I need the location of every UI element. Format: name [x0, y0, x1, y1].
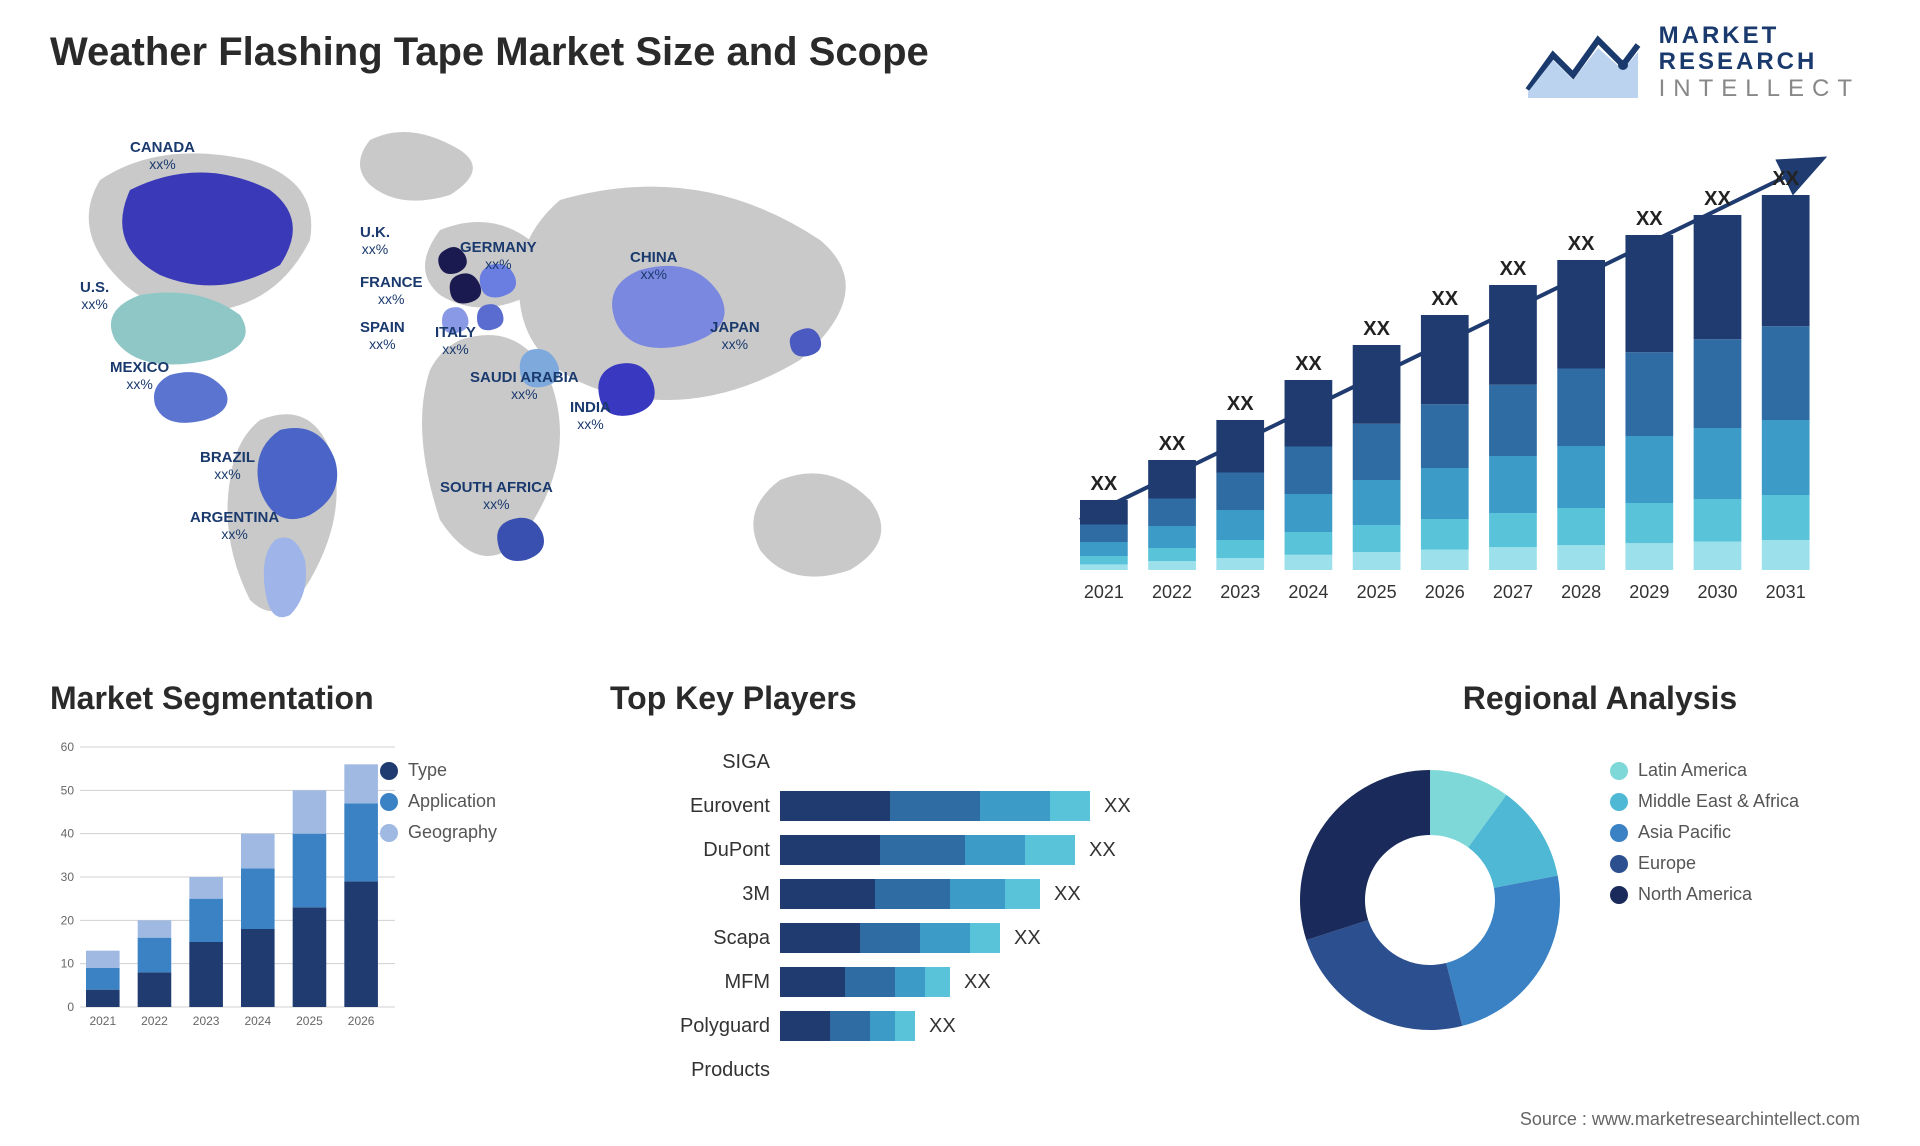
- map-label: CANADAxx%: [130, 140, 195, 172]
- svg-text:10: 10: [61, 957, 75, 971]
- svg-text:2024: 2024: [1288, 582, 1328, 602]
- svg-text:XX: XX: [1636, 208, 1663, 230]
- map-label: CHINAxx%: [630, 250, 678, 282]
- svg-text:2023: 2023: [193, 1014, 220, 1028]
- player-value: XX: [1089, 839, 1116, 862]
- world-map: CANADAxx% U.S.xx% MEXICOxx% BRAZILxx% ARGENT…: [40, 120, 940, 640]
- player-name: Polyguard Products: [610, 1004, 770, 1048]
- player-bar-row: XX: [780, 784, 1200, 828]
- player-bar-row: [780, 740, 1200, 784]
- legend-item: North America: [1610, 884, 1870, 905]
- regional-legend: Latin America Middle East & Africa Asia Pa…: [1610, 750, 1870, 915]
- svg-text:2026: 2026: [1425, 582, 1465, 602]
- player-value: XX: [964, 971, 991, 994]
- map-label: U.K.xx%: [360, 225, 390, 257]
- key-players-title: Top Key Players: [610, 680, 1290, 717]
- map-label: ITALYxx%: [435, 325, 476, 357]
- map-label: U.S.xx%: [80, 280, 109, 312]
- regional-title: Regional Analysis: [1320, 680, 1880, 717]
- svg-text:2029: 2029: [1629, 582, 1669, 602]
- svg-text:50: 50: [61, 783, 75, 797]
- player-value: XX: [929, 1015, 956, 1038]
- legend-item: Asia Pacific: [1610, 822, 1870, 843]
- map-label: MEXICOxx%: [110, 360, 169, 392]
- svg-text:2025: 2025: [296, 1014, 323, 1028]
- player-bar-row: XX: [780, 916, 1200, 960]
- page-title: Weather Flashing Tape Market Size and Sc…: [50, 30, 929, 75]
- svg-text:XX: XX: [1568, 233, 1595, 255]
- segmentation-title: Market Segmentation: [50, 680, 610, 717]
- legend-item: Middle East & Africa: [1610, 791, 1870, 812]
- player-bar-row: XX: [780, 960, 1200, 1004]
- svg-text:2022: 2022: [1152, 582, 1192, 602]
- svg-text:2028: 2028: [1561, 582, 1601, 602]
- segmentation-section: Market Segmentation 0 10 20 30 40 50 60 2021 202…: [50, 680, 610, 1037]
- map-label: SOUTH AFRICAxx%: [440, 480, 553, 512]
- svg-text:2026: 2026: [348, 1014, 375, 1028]
- svg-text:XX: XX: [1159, 433, 1186, 455]
- player-name: MFM: [610, 960, 770, 1004]
- svg-text:2021: 2021: [89, 1014, 116, 1028]
- key-players-section: Top Key Players SIGAEuroventDuPont3MScap…: [610, 680, 1290, 717]
- svg-text:40: 40: [61, 827, 75, 841]
- player-name: Scapa: [610, 916, 770, 960]
- player-name: DuPont: [610, 828, 770, 872]
- svg-text:2021: 2021: [1084, 582, 1124, 602]
- brand-logo: MARKET RESEARCH INTELLECT: [1523, 20, 1860, 105]
- player-value: XX: [1054, 883, 1081, 906]
- svg-text:2027: 2027: [1493, 582, 1533, 602]
- growth-bar-chart: XX 2021 XX 2022 XX 2023 XX 2024 XX 2025 XX 2026 XX 20…: [1040, 150, 1850, 630]
- legend-item: Type: [380, 760, 560, 781]
- svg-text:XX: XX: [1091, 473, 1118, 495]
- legend-item: Application: [380, 791, 560, 812]
- map-label: JAPANxx%: [710, 320, 760, 352]
- legend-item: Geography: [380, 822, 560, 843]
- logo-text-1: MARKET: [1659, 23, 1860, 49]
- map-label: BRAZILxx%: [200, 450, 255, 482]
- player-name: Eurovent: [610, 784, 770, 828]
- map-label: SPAINxx%: [360, 320, 405, 352]
- svg-text:0: 0: [67, 1000, 74, 1014]
- player-bar-row: XX: [780, 828, 1200, 872]
- map-label: ARGENTINAxx%: [190, 510, 279, 542]
- segmentation-chart: 0 10 20 30 40 50 60 2021 2022 2023 2024 2025 2026: [50, 737, 400, 1037]
- svg-text:2024: 2024: [244, 1014, 271, 1028]
- map-label: SAUDI ARABIAxx%: [470, 370, 579, 402]
- svg-text:XX: XX: [1500, 258, 1527, 280]
- svg-text:20: 20: [61, 913, 75, 927]
- legend-item: Europe: [1610, 853, 1870, 874]
- svg-text:XX: XX: [1363, 318, 1390, 340]
- player-value: XX: [1014, 927, 1041, 950]
- svg-text:XX: XX: [1704, 188, 1731, 210]
- svg-text:XX: XX: [1295, 353, 1322, 375]
- svg-text:2030: 2030: [1697, 582, 1737, 602]
- player-value: XX: [1104, 795, 1131, 818]
- regional-section: Regional Analysis Latin AmericaMiddle Ea…: [1320, 680, 1880, 717]
- svg-text:2025: 2025: [1357, 582, 1397, 602]
- key-players-bars: XX XX XX XX XX XX: [780, 740, 1200, 1048]
- legend-item: Latin America: [1610, 760, 1870, 781]
- source-line: Source : www.marketresearchintellect.com: [1520, 1109, 1860, 1130]
- segmentation-legend: Type Application Geography: [380, 750, 560, 853]
- player-bar-row: XX: [780, 872, 1200, 916]
- svg-text:XX: XX: [1431, 288, 1458, 310]
- player-name: 3M: [610, 872, 770, 916]
- map-label: GERMANYxx%: [460, 240, 537, 272]
- key-players-names: SIGAEuroventDuPont3MScapaMFMPolyguard Pr…: [610, 740, 770, 1048]
- svg-text:60: 60: [61, 740, 75, 754]
- svg-text:XX: XX: [1772, 168, 1799, 190]
- svg-text:2023: 2023: [1220, 582, 1260, 602]
- map-label: INDIAxx%: [570, 400, 611, 432]
- player-name: SIGA: [610, 740, 770, 784]
- svg-text:2022: 2022: [141, 1014, 168, 1028]
- svg-text:30: 30: [61, 870, 75, 884]
- player-bar-row: XX: [780, 1004, 1200, 1048]
- logo-text-3: INTELLECT: [1659, 76, 1860, 102]
- logo-mark-icon: [1523, 20, 1643, 105]
- svg-text:2031: 2031: [1766, 582, 1806, 602]
- logo-text-2: RESEARCH: [1659, 49, 1860, 75]
- svg-text:XX: XX: [1227, 393, 1254, 415]
- regional-donut: [1280, 750, 1580, 1050]
- map-label: FRANCExx%: [360, 275, 423, 307]
